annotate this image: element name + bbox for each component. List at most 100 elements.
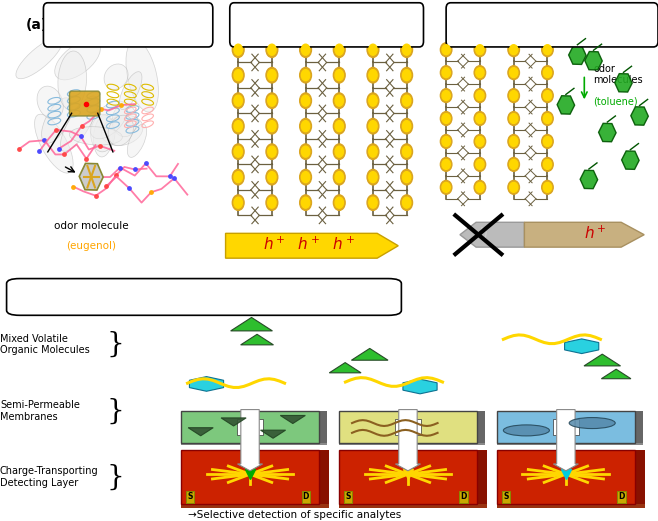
Text: Semi-Permeable
Membranes: Semi-Permeable Membranes <box>0 400 80 421</box>
Circle shape <box>440 111 452 126</box>
Ellipse shape <box>119 72 142 109</box>
Circle shape <box>442 182 450 192</box>
FancyBboxPatch shape <box>319 450 329 504</box>
FancyBboxPatch shape <box>395 419 421 435</box>
Circle shape <box>476 91 484 101</box>
Text: D: D <box>619 492 625 501</box>
Ellipse shape <box>90 101 128 139</box>
Ellipse shape <box>61 96 98 151</box>
Circle shape <box>474 43 486 57</box>
Circle shape <box>367 93 379 108</box>
Circle shape <box>403 95 411 106</box>
FancyBboxPatch shape <box>635 411 643 443</box>
Text: Charge-Transporting
Detecting Layer: Charge-Transporting Detecting Layer <box>0 466 99 488</box>
Circle shape <box>301 44 310 55</box>
FancyArrow shape <box>395 410 420 471</box>
Circle shape <box>440 180 452 194</box>
Text: }: } <box>107 398 124 424</box>
Circle shape <box>301 70 310 81</box>
Circle shape <box>232 144 244 159</box>
Circle shape <box>367 42 379 57</box>
Text: Charge Transport
in  PBTTT: Charge Transport in PBTTT <box>272 11 394 39</box>
Circle shape <box>544 45 551 55</box>
Circle shape <box>334 118 345 134</box>
Circle shape <box>476 114 484 123</box>
Circle shape <box>401 144 413 159</box>
Ellipse shape <box>108 115 134 146</box>
Circle shape <box>367 144 379 159</box>
FancyBboxPatch shape <box>446 3 658 47</box>
FancyArrow shape <box>238 410 263 471</box>
Circle shape <box>442 45 450 55</box>
Circle shape <box>542 111 553 126</box>
Circle shape <box>266 144 278 159</box>
Circle shape <box>508 66 519 80</box>
Circle shape <box>299 144 311 159</box>
Circle shape <box>266 67 278 83</box>
FancyArrow shape <box>460 222 524 247</box>
Circle shape <box>508 180 519 194</box>
Text: $h^+$  $h^+$  $h^+$: $h^+$ $h^+$ $h^+$ <box>263 235 356 253</box>
FancyBboxPatch shape <box>230 3 424 47</box>
Circle shape <box>474 157 486 171</box>
Circle shape <box>266 93 278 108</box>
FancyBboxPatch shape <box>477 411 485 443</box>
Circle shape <box>442 68 450 78</box>
Circle shape <box>508 157 519 171</box>
Circle shape <box>334 67 345 83</box>
Circle shape <box>542 157 553 171</box>
Circle shape <box>232 169 244 185</box>
Circle shape <box>442 114 450 123</box>
Circle shape <box>268 70 276 81</box>
Ellipse shape <box>93 115 113 157</box>
Circle shape <box>368 171 377 183</box>
Circle shape <box>368 146 377 157</box>
Ellipse shape <box>69 127 122 145</box>
FancyBboxPatch shape <box>477 450 487 504</box>
Circle shape <box>542 89 553 103</box>
Circle shape <box>334 195 345 210</box>
Text: Membrane Regulated Vapor Detection: Membrane Regulated Vapor Detection <box>73 290 342 303</box>
Circle shape <box>509 137 518 146</box>
Ellipse shape <box>569 417 615 429</box>
Ellipse shape <box>101 115 143 145</box>
Circle shape <box>234 70 242 81</box>
Ellipse shape <box>41 98 72 143</box>
FancyBboxPatch shape <box>43 3 213 47</box>
Circle shape <box>401 67 413 83</box>
Text: S: S <box>188 492 193 501</box>
Circle shape <box>266 42 278 57</box>
Circle shape <box>544 91 551 101</box>
Circle shape <box>234 146 242 157</box>
Circle shape <box>335 121 343 132</box>
Circle shape <box>368 197 377 208</box>
Circle shape <box>234 171 242 183</box>
Text: (a): (a) <box>26 18 48 32</box>
Circle shape <box>266 169 278 185</box>
FancyBboxPatch shape <box>497 411 635 443</box>
FancyArrow shape <box>524 222 644 247</box>
Circle shape <box>403 121 411 132</box>
Ellipse shape <box>35 114 73 173</box>
Circle shape <box>334 93 345 108</box>
Text: S: S <box>345 492 351 501</box>
Text: odor molecule: odor molecule <box>54 221 128 231</box>
Circle shape <box>299 42 311 57</box>
Circle shape <box>334 169 345 185</box>
Circle shape <box>542 134 553 148</box>
Circle shape <box>368 121 377 132</box>
Circle shape <box>335 70 343 81</box>
Circle shape <box>542 43 553 57</box>
Circle shape <box>368 44 377 55</box>
Circle shape <box>301 95 310 106</box>
Circle shape <box>367 67 379 83</box>
Circle shape <box>442 91 450 101</box>
FancyArrow shape <box>226 233 398 258</box>
Circle shape <box>474 134 486 148</box>
Circle shape <box>268 121 276 132</box>
Circle shape <box>544 137 551 146</box>
Circle shape <box>476 137 484 146</box>
Circle shape <box>234 197 242 208</box>
FancyBboxPatch shape <box>339 411 477 443</box>
Circle shape <box>368 95 377 106</box>
